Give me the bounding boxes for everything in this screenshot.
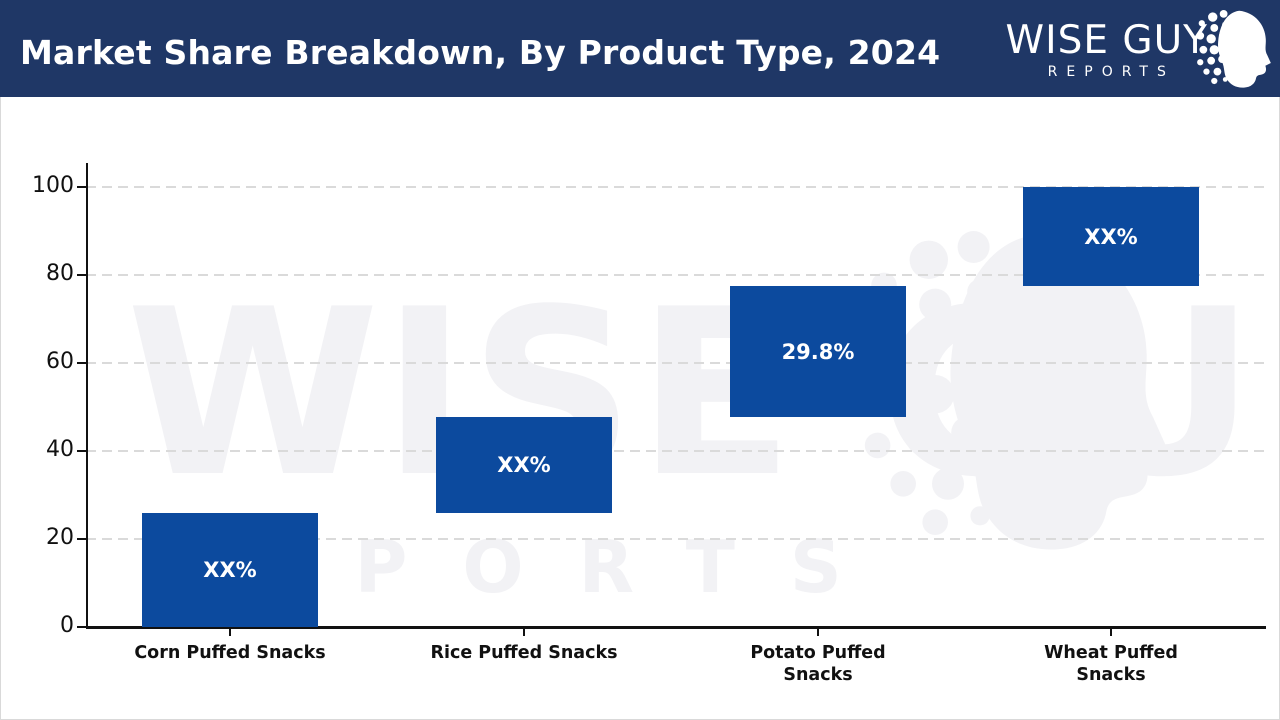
y-axis-tick-mark	[77, 274, 86, 276]
wiseguy-logo-text: WISE GUY REPORTS	[1006, 18, 1208, 80]
gridline	[86, 362, 1266, 364]
category-label-line: Wheat Puffed	[1044, 643, 1178, 663]
wiseguy-reports-text: REPORTS	[1047, 64, 1175, 80]
y-axis-tick-label: 0	[60, 613, 74, 638]
x-axis-tick-mark	[1110, 629, 1112, 636]
gridline	[86, 538, 1266, 540]
y-axis-line	[86, 163, 88, 629]
bar-wheat-puffed-snacks: XX%	[1023, 187, 1199, 286]
y-axis-tick-mark	[77, 450, 86, 452]
bar-rice-puffed-snacks: XX%	[436, 417, 612, 513]
y-axis-tick-label: 80	[46, 261, 74, 286]
gridline	[86, 186, 1266, 188]
chart-area: WISE GU REPORTS 0 20 40 60 80 100 XX% Corn Puff…	[0, 97, 1280, 720]
x-axis-category-label: Wheat Puffed Snacks	[1001, 642, 1221, 686]
wiseguy-brand-text: WISE GUY	[1005, 18, 1208, 63]
y-axis-tick-label: 100	[32, 173, 74, 198]
wiseguy-face-icon	[1196, 10, 1271, 88]
bar-potato-puffed-snacks: 29.8%	[730, 286, 906, 418]
x-axis-tick-mark	[523, 629, 525, 636]
y-axis-tick-mark	[77, 626, 86, 628]
x-axis-category-label: Rice Puffed Snacks	[414, 642, 634, 664]
wiseguy-logo: WISE GUY REPORTS	[1006, 6, 1272, 92]
y-axis-tick-mark	[77, 538, 86, 540]
y-axis-tick-mark	[77, 186, 86, 188]
x-axis-category-label: Potato Puffed Snacks	[708, 642, 928, 686]
y-axis-tick-label: 20	[46, 525, 74, 550]
bar-value-label: XX%	[203, 557, 257, 582]
y-axis-tick-label: 60	[46, 349, 74, 374]
x-axis-tick-mark	[229, 629, 231, 636]
category-label-line: Snacks	[783, 665, 853, 685]
y-axis-tick-label: 40	[46, 437, 74, 462]
x-axis-line	[86, 626, 1266, 629]
y-axis-tick-mark	[77, 362, 86, 364]
x-axis-tick-mark	[817, 629, 819, 636]
bar-value-label: 29.8%	[781, 339, 855, 364]
header-banner: Market Share Breakdown, By Product Type,…	[0, 0, 1280, 97]
chart-title: Market Share Breakdown, By Product Type,…	[20, 33, 941, 72]
x-axis-category-label: Corn Puffed Snacks	[120, 642, 340, 664]
gridline	[86, 274, 1266, 276]
category-label-line: Corn Puffed Snacks	[134, 643, 326, 663]
plot-region: 0 20 40 60 80 100 XX% Corn Puffed Snacks XX% Rice…	[0, 97, 1280, 720]
gridline	[86, 450, 1266, 452]
category-label-line: Potato Puffed	[750, 643, 886, 663]
category-label-line: Snacks	[1076, 665, 1146, 685]
bar-value-label: XX%	[1084, 224, 1138, 249]
bar-corn-puffed-snacks: XX%	[142, 512, 318, 627]
bar-value-label: XX%	[497, 452, 551, 477]
category-label-line: Rice Puffed Snacks	[430, 643, 618, 663]
